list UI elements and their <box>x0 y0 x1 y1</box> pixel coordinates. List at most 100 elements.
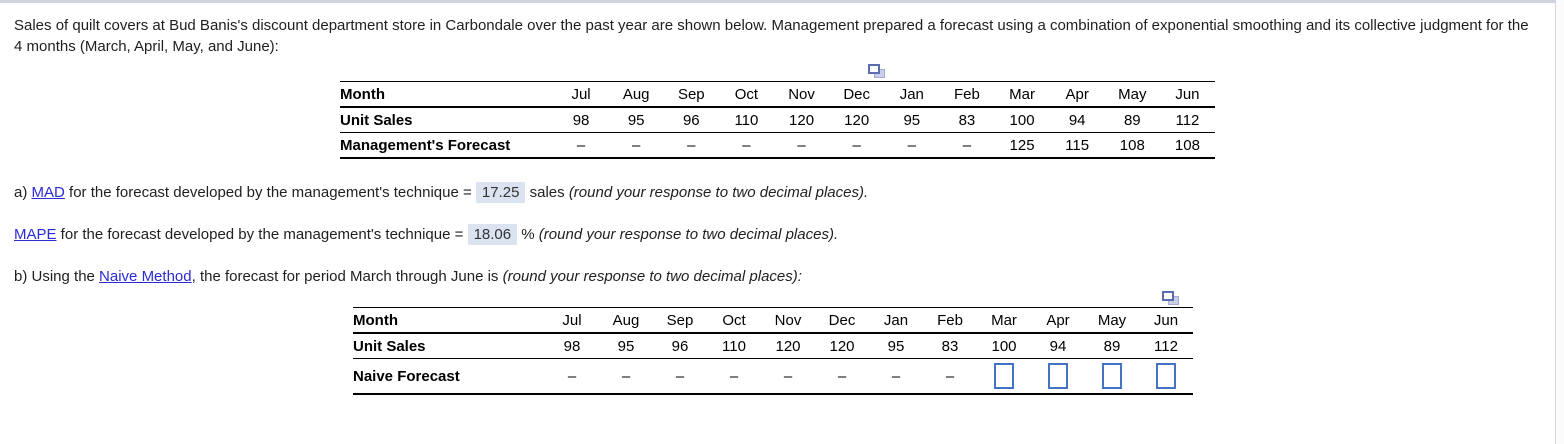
part-a-mad-line: a) MAD for the forecast developed by the… <box>14 182 1530 203</box>
mape-link[interactable]: MAPE <box>14 226 57 243</box>
month-header: Apr <box>1046 311 1070 329</box>
unit-sales-cell: 100 <box>991 337 1017 355</box>
mgmt-forecast-cell: – <box>742 136 751 154</box>
unit-sales-cell: 89 <box>1103 337 1121 355</box>
unit-sales-cell: 112 <box>1154 337 1178 355</box>
month-header: Mar <box>991 311 1017 329</box>
mad-round-note: (round your response to two decimal plac… <box>568 184 869 201</box>
month-header: Sep <box>677 85 705 103</box>
row-label-naive-forecast: Naive Forecast <box>353 367 460 385</box>
unit-sales-cell: 95 <box>627 111 645 129</box>
part-b-line: b) Using the Naive Method, the forecast … <box>14 266 1530 287</box>
month-header-label: Month <box>340 85 385 103</box>
part-b-prefix: b) Using the <box>14 268 100 285</box>
month-header: May <box>1097 311 1127 329</box>
month-header: Nov <box>788 85 815 103</box>
month-header: Jul <box>571 85 591 103</box>
naive-forecast-row: Naive Forecast – – – – – – – – <box>353 359 1193 395</box>
naive-method-link[interactable]: Naive Method <box>99 268 192 285</box>
mgmt-forecast-cell: – <box>907 136 916 154</box>
naive-cell: – <box>891 367 901 385</box>
mgmt-forecast-cell: 125 <box>1009 136 1035 154</box>
unit-sales-cell: 95 <box>887 337 905 355</box>
unit-sales-cell: 96 <box>671 337 689 355</box>
copy-table-icon[interactable] <box>868 64 885 78</box>
naive-input-cell <box>1085 359 1139 395</box>
panel-divider <box>1555 0 1556 444</box>
naive-table-section: Month Jul Aug Sep Oct Nov Dec Jan Feb Ma… <box>353 291 1193 395</box>
naive-cell: – <box>837 367 847 385</box>
mape-statement: for the forecast developed by the manage… <box>56 226 468 243</box>
month-header: Oct <box>722 311 746 329</box>
mgmt-forecast-cell: – <box>797 136 806 154</box>
row-label-management-forecast: Management's Forecast <box>340 136 511 154</box>
unit-sales-cell: 89 <box>1123 111 1141 129</box>
mgmt-forecast-cell: – <box>962 136 972 154</box>
month-header: Jan <box>883 311 909 329</box>
unit-sales-cell: 120 <box>789 111 815 129</box>
naive-cell: – <box>945 367 955 385</box>
management-forecast-table: Month Jul Aug Sep Oct Nov Dec Jan Feb Ma… <box>340 81 1215 159</box>
table-header-row: Month Jul Aug Sep Oct Nov Dec Jan Feb Ma… <box>340 82 1215 107</box>
mad-link[interactable]: MAD <box>31 184 65 201</box>
top-border-bar <box>0 0 1564 3</box>
mape-answer-value[interactable]: 18.06 <box>467 224 518 245</box>
unit-sales-cell: 83 <box>958 111 976 129</box>
naive-cell: – <box>621 367 631 385</box>
naive-input-cell <box>1139 359 1193 395</box>
unit-sales-cell: 95 <box>903 111 921 129</box>
month-header: Aug <box>612 311 640 329</box>
naive-cell: – <box>675 367 685 385</box>
mgmt-forecast-cell: 108 <box>1119 136 1145 154</box>
unit-sales-cell: 100 <box>1009 111 1035 129</box>
mad-statement: for the forecast developed by the manage… <box>64 184 476 201</box>
mad-answer-value[interactable]: 17.25 <box>475 182 526 203</box>
mape-units: % <box>517 226 539 243</box>
month-header: Nov <box>774 311 802 329</box>
mgmt-forecast-cell: – <box>687 136 696 154</box>
unit-sales-cell: 95 <box>617 337 635 355</box>
copy-table-icon[interactable] <box>1162 291 1179 305</box>
month-header: Jun <box>1153 311 1179 329</box>
naive-forecast-table: Month Jul Aug Sep Oct Nov Dec Jan Feb Ma… <box>353 307 1193 395</box>
month-header-label: Month <box>353 311 398 329</box>
table-header-row: Month Jul Aug Sep Oct Nov Dec Jan Feb Ma… <box>353 308 1193 333</box>
month-header: Feb <box>937 311 963 329</box>
naive-cell: – <box>783 367 793 385</box>
unit-sales-cell: 110 <box>722 337 746 355</box>
mgmt-forecast-cell: – <box>632 136 641 154</box>
unit-sales-cell: 98 <box>563 337 581 355</box>
month-header: Sep <box>666 311 694 329</box>
naive-input-cell <box>977 359 1031 395</box>
unit-sales-cell: 94 <box>1068 111 1086 129</box>
problem-statement: Sales of quilt covers at Bud Banis's dis… <box>14 17 1529 55</box>
unit-sales-cell: 83 <box>941 337 959 355</box>
naive-input-jun[interactable] <box>1156 363 1176 389</box>
unit-sales-cell: 112 <box>1175 111 1200 129</box>
mgmt-forecast-cell: – <box>852 136 861 154</box>
mgmt-forecast-cell: 108 <box>1174 136 1200 154</box>
part-b-round-note: (round your response to two decimal plac… <box>502 268 802 285</box>
unit-sales-cell: 110 <box>734 111 759 129</box>
management-forecast-row: Management's Forecast – – – – – – – – 12… <box>340 133 1215 159</box>
month-header: Jan <box>899 85 924 103</box>
month-header: Aug <box>622 85 650 103</box>
naive-input-apr[interactable] <box>1048 363 1068 389</box>
copy-icon-front <box>868 64 880 74</box>
month-header: Apr <box>1065 85 1089 103</box>
problem-content: Sales of quilt covers at Bud Banis's dis… <box>0 3 1550 395</box>
month-header: Jul <box>562 311 582 329</box>
row-label-unit-sales: Unit Sales <box>353 337 426 355</box>
naive-input-mar[interactable] <box>994 363 1014 389</box>
unit-sales-cell: 94 <box>1049 337 1067 355</box>
month-header: Jun <box>1175 85 1200 103</box>
naive-input-may[interactable] <box>1102 363 1122 389</box>
mad-units: sales <box>525 184 569 201</box>
management-table-section: Month Jul Aug Sep Oct Nov Dec Jan Feb Ma… <box>340 64 1215 159</box>
month-header: May <box>1118 85 1147 103</box>
month-header: Feb <box>953 85 980 103</box>
month-header: Oct <box>734 85 759 103</box>
month-header: Dec <box>843 85 871 103</box>
unit-sales-cell: 120 <box>844 111 870 129</box>
naive-input-cell <box>1031 359 1085 395</box>
